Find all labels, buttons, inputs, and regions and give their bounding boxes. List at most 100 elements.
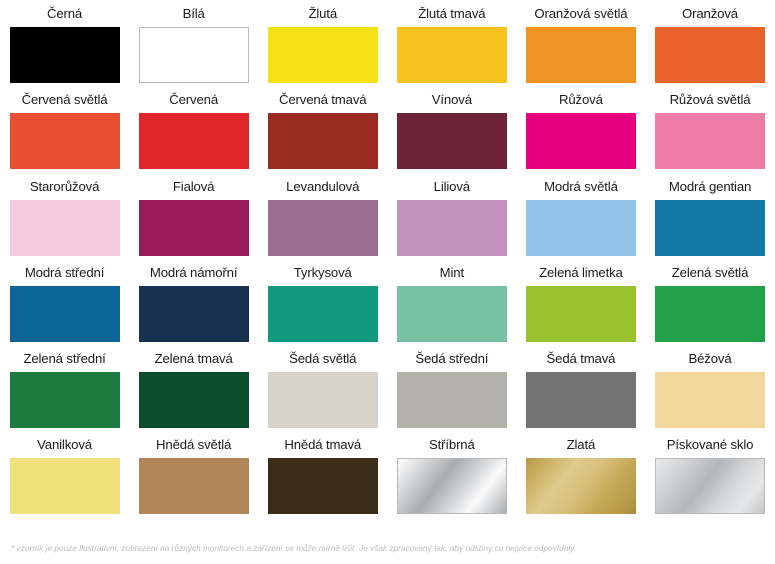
swatch-cell[interactable]: Modrá gentian [645, 173, 774, 259]
swatch-label: Zelená tmavá [154, 351, 233, 367]
swatch-color-chip[interactable] [9, 285, 120, 342]
swatch-cell[interactable]: Zelená střední [0, 345, 129, 431]
swatch-cell[interactable]: Levandulová [258, 173, 387, 259]
swatch-cell[interactable]: Zelená světlá [645, 259, 774, 345]
swatch-color-chip[interactable] [396, 458, 507, 515]
swatch-color-chip[interactable] [9, 372, 120, 429]
swatch-label: Liliová [433, 178, 470, 194]
swatch-label: Zlatá [566, 437, 596, 453]
swatch-cell[interactable]: Tyrkysová [258, 259, 387, 345]
swatch-color-chip[interactable] [9, 113, 120, 170]
swatch-color-chip[interactable] [267, 372, 378, 429]
swatch-cell[interactable]: Stříbrná [387, 431, 516, 517]
swatch-color-chip[interactable] [9, 458, 120, 515]
swatch-label: Pískované sklo [666, 437, 754, 453]
swatch-cell[interactable]: Modrá střední [0, 259, 129, 345]
swatch-label: Šedá světlá [289, 351, 357, 367]
swatch-color-chip[interactable] [267, 113, 378, 170]
swatch-cell[interactable]: Hnědá světlá [129, 431, 258, 517]
swatch-label: Zelená limetka [539, 264, 623, 280]
swatch-cell[interactable]: Červená [129, 86, 258, 172]
color-swatch-grid: Černá Bílá Žlutá Žlutá tmavá Oranžová světlá… [0, 0, 774, 517]
swatch-cell[interactable]: Šedá světlá [258, 345, 387, 431]
swatch-cell[interactable]: Pískované sklo [645, 431, 774, 517]
swatch-color-chip[interactable] [655, 285, 766, 342]
swatch-label: Šedá tmavá [546, 351, 616, 367]
swatch-color-chip[interactable] [267, 27, 378, 83]
swatch-label: Žlutá [308, 6, 338, 21]
swatch-label: Vínová [431, 92, 472, 108]
swatch-label: Vanilková [37, 437, 92, 453]
swatch-cell[interactable]: Zelená limetka [516, 259, 645, 345]
swatch-cell[interactable]: Vínová [387, 86, 516, 172]
swatch-cell[interactable]: Hnědá tmavá [258, 431, 387, 517]
swatch-label: Bílá [182, 6, 205, 21]
swatch-label: Zelená světlá [671, 264, 749, 280]
swatch-cell[interactable]: Šedá střední [387, 345, 516, 431]
swatch-cell[interactable]: Bílá [129, 0, 258, 86]
swatch-label: Oranžová [682, 6, 738, 21]
swatch-label: Starorůžová [29, 178, 100, 194]
swatch-cell[interactable]: Béžová [645, 345, 774, 431]
swatch-color-chip[interactable] [138, 113, 249, 170]
swatch-label: Stříbrná [428, 437, 475, 453]
swatch-cell[interactable]: Žlutá [258, 0, 387, 86]
swatch-color-chip[interactable] [138, 458, 249, 515]
swatch-color-chip[interactable] [9, 199, 120, 256]
swatch-color-chip[interactable] [267, 199, 378, 256]
swatch-color-chip[interactable] [396, 113, 507, 170]
swatch-cell[interactable]: Černá [0, 0, 129, 86]
swatch-color-chip[interactable] [655, 27, 766, 83]
swatch-cell[interactable]: Červená světlá [0, 86, 129, 172]
swatch-label: Červená tmavá [278, 92, 367, 108]
swatch-label: Zelená střední [23, 351, 106, 367]
swatch-color-chip[interactable] [525, 113, 636, 170]
swatch-color-chip[interactable] [267, 285, 378, 342]
swatch-color-chip[interactable] [396, 27, 507, 83]
swatch-cell[interactable]: Žlutá tmavá [387, 0, 516, 86]
swatch-cell[interactable]: Zlatá [516, 431, 645, 517]
swatch-cell[interactable]: Liliová [387, 173, 516, 259]
swatch-cell[interactable]: Červená tmavá [258, 86, 387, 172]
swatch-color-chip[interactable] [655, 199, 766, 256]
swatch-color-chip[interactable] [655, 372, 766, 429]
swatch-color-chip[interactable] [138, 27, 249, 83]
swatch-cell[interactable]: Modrá námořní [129, 259, 258, 345]
swatch-label: Fialová [172, 178, 215, 194]
swatch-cell[interactable]: Zelená tmavá [129, 345, 258, 431]
swatch-color-chip[interactable] [525, 372, 636, 429]
swatch-color-chip[interactable] [138, 199, 249, 256]
swatch-color-chip[interactable] [525, 285, 636, 342]
swatch-cell[interactable]: Modrá světlá [516, 173, 645, 259]
swatch-color-chip[interactable] [525, 458, 636, 515]
swatch-label: Hnědá světlá [156, 437, 232, 453]
swatch-cell[interactable]: Mint [387, 259, 516, 345]
swatch-color-chip[interactable] [525, 199, 636, 256]
swatch-label: Levandulová [286, 178, 360, 194]
swatch-color-chip[interactable] [267, 458, 378, 515]
swatch-color-chip[interactable] [396, 199, 507, 256]
swatch-color-chip[interactable] [138, 285, 249, 342]
swatch-cell[interactable]: Růžová světlá [645, 86, 774, 172]
swatch-cell[interactable]: Starorůžová [0, 173, 129, 259]
swatch-label: Mint [439, 264, 464, 280]
swatch-color-chip[interactable] [655, 458, 766, 515]
swatch-cell[interactable]: Fialová [129, 173, 258, 259]
swatch-color-chip[interactable] [396, 285, 507, 342]
swatch-color-chip[interactable] [9, 27, 120, 83]
swatch-cell[interactable]: Oranžová světlá [516, 0, 645, 86]
swatch-color-chip[interactable] [525, 27, 636, 83]
illustrative-disclaimer-footnote: * vzorník je pouze ilustrativní, zobraze… [11, 544, 577, 553]
swatch-cell[interactable]: Vanilková [0, 431, 129, 517]
swatch-cell[interactable]: Oranžová [645, 0, 774, 86]
swatch-color-chip[interactable] [138, 372, 249, 429]
swatch-label: Béžová [688, 351, 732, 367]
swatch-color-chip[interactable] [396, 372, 507, 429]
swatch-label: Modrá gentian [668, 178, 752, 194]
swatch-label: Tyrkysová [293, 264, 352, 280]
swatch-color-chip[interactable] [655, 113, 766, 170]
swatch-cell[interactable]: Růžová [516, 86, 645, 172]
swatch-cell[interactable]: Šedá tmavá [516, 345, 645, 431]
swatch-label: Šedá střední [415, 351, 489, 367]
